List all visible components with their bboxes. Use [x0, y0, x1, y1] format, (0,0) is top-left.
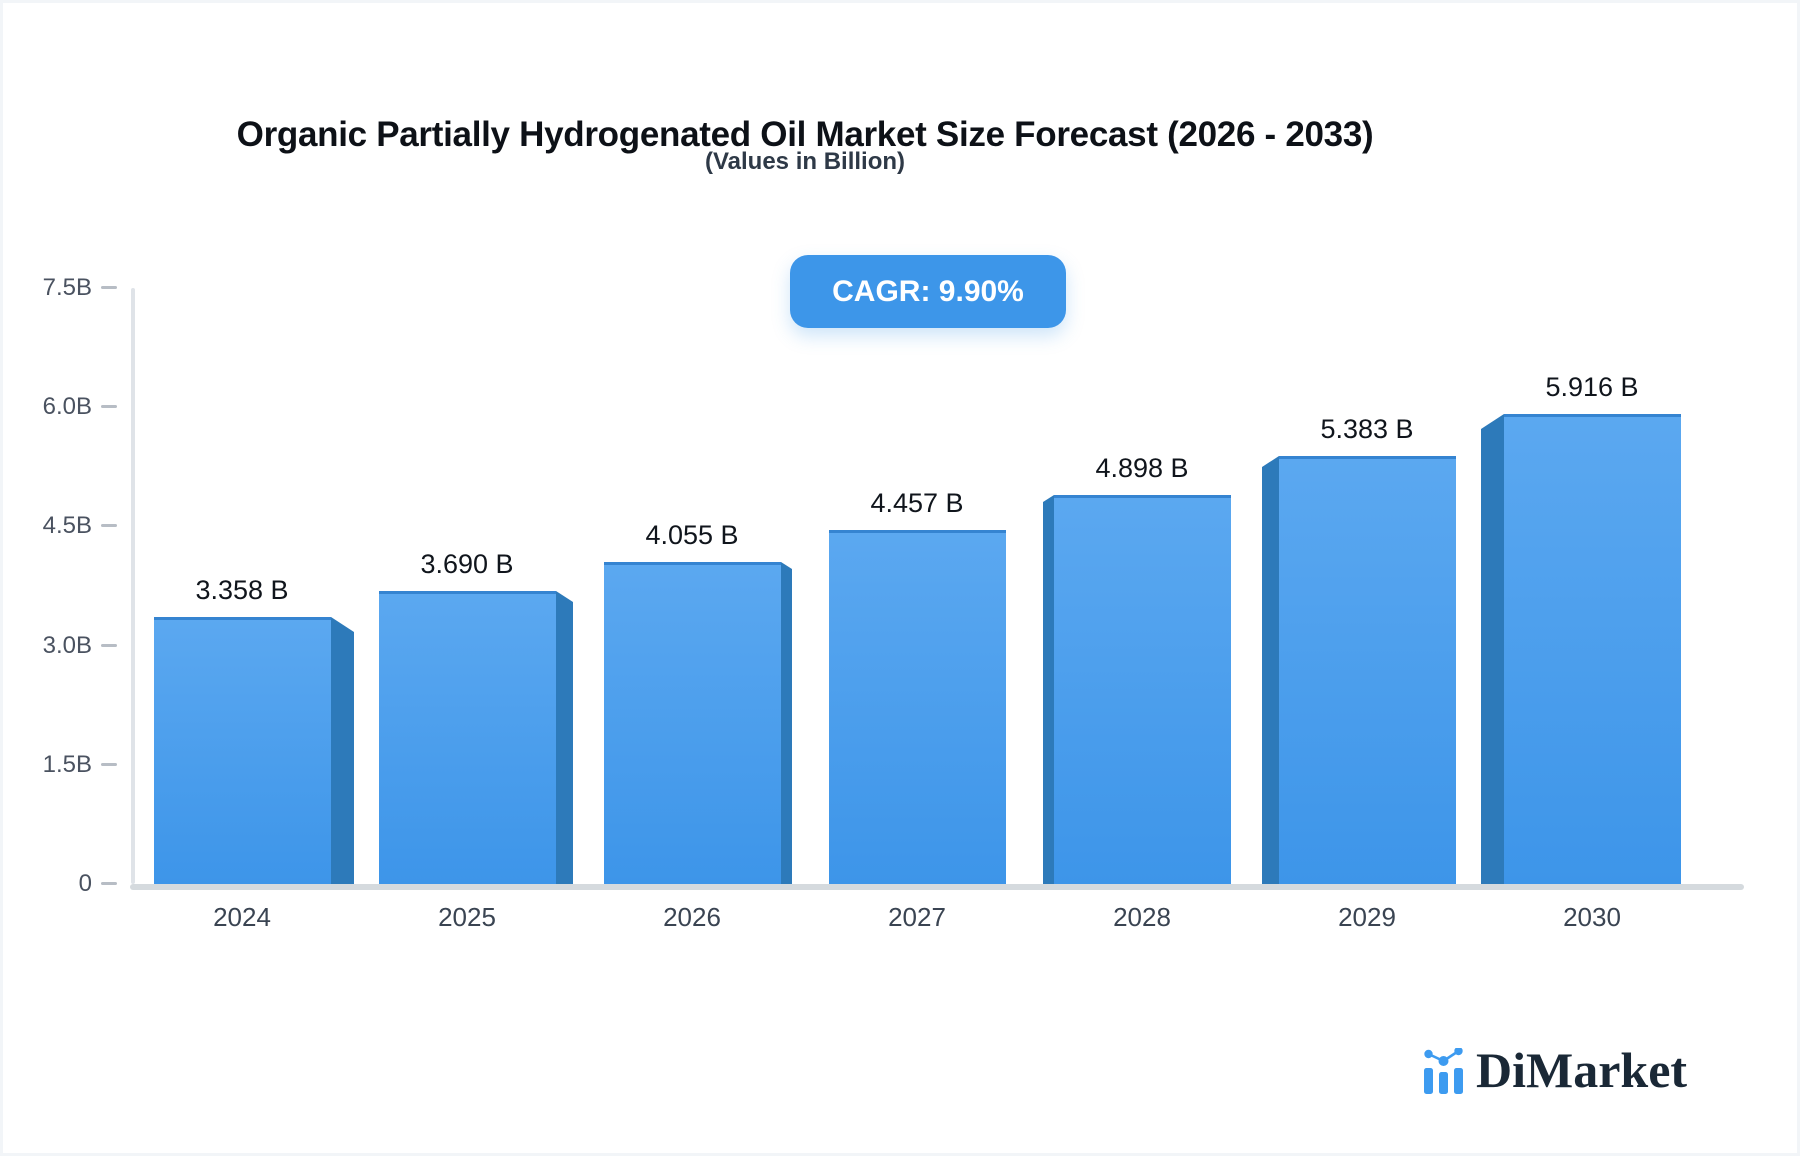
- bar-2028: [1054, 495, 1231, 884]
- x-axis-line: [130, 884, 1744, 890]
- y-tick-label: 0: [78, 870, 92, 897]
- x-axis-label-2024: 2024: [213, 902, 271, 932]
- y-axis-line: [131, 288, 135, 884]
- bar-2025: [379, 591, 556, 884]
- x-axis-label-2025: 2025: [438, 902, 496, 932]
- y-tick-label: 3.0B: [42, 631, 92, 659]
- dimarket-logo: DiMarket: [1420, 1042, 1688, 1098]
- y-tick-dash: [101, 643, 117, 647]
- bar-side-panel: [1043, 495, 1054, 884]
- bar-2030: [1504, 414, 1681, 884]
- bar-2027: [829, 530, 1006, 884]
- y-tick-dash: [101, 762, 117, 766]
- bar-side-panel: [331, 617, 354, 884]
- bar-side-panel: [781, 562, 792, 884]
- y-tick-dash: [101, 405, 117, 409]
- x-axis-label-2029: 2029: [1338, 902, 1396, 932]
- bar-value-label: 5.916 B: [1545, 372, 1639, 402]
- chart-subtitle: (Values in Billion): [704, 148, 906, 175]
- bar-value-label: 4.055 B: [645, 520, 739, 550]
- y-tick-label: 4.5B: [42, 512, 92, 540]
- y-tick-dash: [101, 286, 117, 289]
- bar-value-label: 3.358 B: [195, 575, 289, 605]
- y-tick-dash: [101, 524, 117, 528]
- bar-2026: [604, 562, 781, 884]
- x-axis-label-2030: 2030: [1563, 902, 1621, 932]
- bar-2024: [154, 617, 331, 884]
- bar-value-label: 3.690 B: [420, 549, 514, 579]
- bar-side-panel: [1481, 414, 1504, 884]
- x-axis-label-2026: 2026: [663, 902, 721, 932]
- bar-value-label: 5.383 B: [1320, 414, 1414, 444]
- bar-value-label: 4.457 B: [870, 488, 964, 518]
- bar-2029: [1279, 456, 1456, 884]
- y-tick-dash: [101, 882, 117, 885]
- x-axis-label-2028: 2028: [1113, 902, 1171, 932]
- bar-chart-logo-icon: [1424, 1048, 1463, 1094]
- chart-title: Organic Partially Hydrogenated Oil Marke…: [236, 115, 1374, 155]
- x-axis-label-2027: 2027: [888, 902, 946, 932]
- dimarket-logo-text: DiMarket: [1476, 1042, 1688, 1098]
- bar-side-panel: [556, 591, 573, 884]
- cagr-badge: CAGR: 9.90%: [790, 255, 1066, 328]
- bar-value-label: 4.898 B: [1095, 453, 1189, 483]
- y-tick-label: 6.0B: [42, 393, 92, 421]
- bar-side-panel: [1262, 456, 1279, 884]
- y-tick-label: 7.5B: [42, 274, 92, 301]
- y-tick-label: 1.5B: [42, 750, 92, 778]
